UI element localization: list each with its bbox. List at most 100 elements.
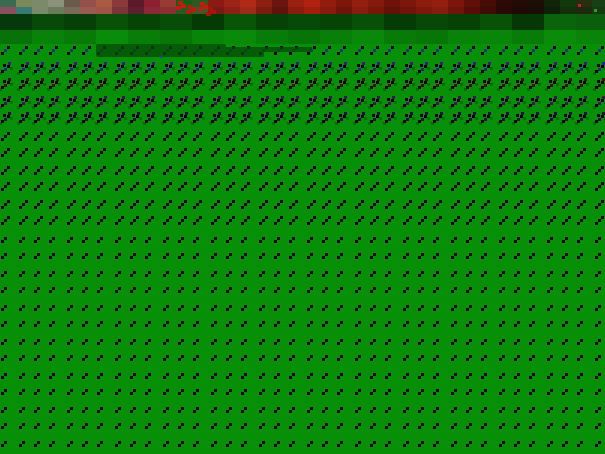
glitch-glyph	[1, 256, 4, 259]
corruption-smudge	[96, 44, 226, 57]
glitch-glyph	[385, 444, 388, 447]
glitch-glyph	[370, 290, 373, 293]
glitch-glyph	[418, 120, 421, 123]
glitch-glyph	[403, 426, 406, 429]
glitch-glyph	[178, 154, 181, 157]
glitch-glyph	[193, 138, 196, 141]
corrupt-block	[192, 30, 224, 44]
glitch-glyph	[178, 138, 181, 141]
glitch-glyph	[211, 188, 214, 191]
glitch-glyph	[547, 206, 550, 209]
glitch-glyph	[274, 444, 277, 447]
corrupt-block	[352, 30, 384, 44]
glitch-glyph	[418, 308, 421, 311]
glitch-glyph	[466, 358, 469, 361]
glitch-glyph	[514, 290, 517, 293]
corrupt-block	[288, 14, 320, 30]
glitch-glyph	[370, 342, 373, 345]
glitch-glyph	[115, 426, 118, 429]
corrupt-block	[112, 0, 128, 7]
glitch-glyph	[115, 70, 118, 73]
glitch-glyph	[595, 342, 598, 345]
glitch-glyph	[499, 410, 502, 413]
glitch-glyph	[274, 206, 277, 209]
glitch-glyph	[547, 138, 550, 141]
corrupt-block	[448, 14, 480, 30]
glitch-glyph	[289, 172, 292, 175]
glitch-glyph	[577, 120, 580, 123]
glitch-glyph	[355, 342, 358, 345]
glitch-glyph	[97, 222, 100, 225]
glitch-glyph	[193, 222, 196, 225]
glitch-glyph	[289, 120, 292, 123]
glitch-glyph	[49, 70, 52, 73]
glitch-glyph	[403, 376, 406, 379]
glitch-glyph	[289, 222, 292, 225]
corrupt-block	[0, 0, 16, 7]
glitch-glyph	[418, 376, 421, 379]
glitch-glyph	[337, 52, 340, 55]
glitch-glyph	[595, 154, 598, 157]
glitch-glyph	[82, 172, 85, 175]
glitch-glyph	[418, 324, 421, 327]
glitch-glyph	[403, 206, 406, 209]
glitch-glyph	[19, 240, 22, 243]
glitch-glyph	[403, 358, 406, 361]
glitch-glyph	[82, 138, 85, 141]
glitch-glyph	[307, 104, 310, 107]
glitch-glyph	[289, 70, 292, 73]
glitch-glyph	[337, 154, 340, 157]
glitch-glyph	[577, 444, 580, 447]
glitch-glyph	[34, 154, 37, 157]
glitch-glyph	[259, 308, 262, 311]
glitch-glyph	[595, 324, 598, 327]
glitch-glyph	[178, 308, 181, 311]
glitch-glyph	[466, 222, 469, 225]
corrupt-block	[528, 7, 544, 14]
glitch-glyph	[499, 274, 502, 277]
glitch-glyph	[337, 444, 340, 447]
glitch-glyph	[259, 52, 262, 55]
glitch-glyph	[577, 240, 580, 243]
glitch-glyph	[481, 86, 484, 89]
glitch-glyph	[529, 86, 532, 89]
corrupt-block	[288, 0, 304, 7]
glitch-glyph	[562, 52, 565, 55]
corrupt-block	[32, 14, 64, 30]
glitch-glyph	[403, 290, 406, 293]
glitch-glyph	[529, 70, 532, 73]
glitch-glyph	[259, 290, 262, 293]
glitch-glyph	[355, 444, 358, 447]
glitch-glyph	[145, 86, 148, 89]
glitch-glyph	[97, 290, 100, 293]
glitch-glyph	[433, 70, 436, 73]
glitch-glyph	[82, 290, 85, 293]
glitch-glyph	[130, 274, 133, 277]
glitch-glyph	[34, 410, 37, 413]
glitch-glyph	[370, 104, 373, 107]
glitch-glyph	[19, 444, 22, 447]
glitch-glyph	[307, 206, 310, 209]
glitch-glyph	[433, 240, 436, 243]
glitch-glyph	[241, 70, 244, 73]
glitch-glyph	[418, 240, 421, 243]
glitch-glyph	[355, 410, 358, 413]
glitch-glyph	[97, 426, 100, 429]
glitch-glyph	[163, 410, 166, 413]
glitch-glyph	[370, 358, 373, 361]
glitch-glyph	[481, 308, 484, 311]
corrupt-block	[544, 7, 560, 14]
glitch-glyph	[595, 358, 598, 361]
glitch-glyph	[226, 290, 229, 293]
glitch-glyph	[562, 444, 565, 447]
glitch-glyph	[130, 154, 133, 157]
glitch-glyph	[403, 222, 406, 225]
glitch-glyph	[418, 52, 421, 55]
glitch-glyph	[82, 256, 85, 259]
glitch-glyph	[595, 410, 598, 413]
corrupt-block	[528, 0, 544, 7]
glitch-glyph	[145, 392, 148, 395]
glitch-glyph	[145, 274, 148, 277]
corrupt-block	[176, 0, 192, 7]
glitch-glyph	[337, 342, 340, 345]
